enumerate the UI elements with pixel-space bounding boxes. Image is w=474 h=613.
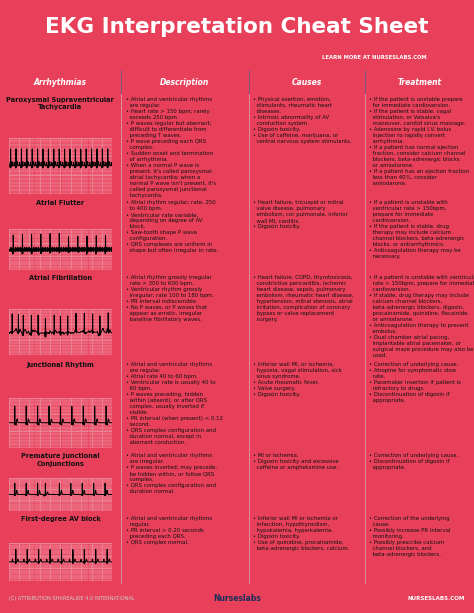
Text: Treatment: Treatment (397, 78, 442, 86)
Text: • Inferior wall MI, or ischemia,
  hypoxia, vagal stimulation, sick
  sinus synd: • Inferior wall MI, or ischemia, hypoxia… (254, 362, 342, 397)
Text: • Atrial and ventricular rhythms
  are regular.
• Atrial rate 40 to 60 bpm.
• Ve: • Atrial and ventricular rhythms are reg… (126, 362, 223, 444)
Text: • Atrial and ventricular rhythms
  are irregular.
• P waves inverted; may preced: • Atrial and ventricular rhythms are irr… (126, 453, 217, 494)
Text: Atrial Flutter: Atrial Flutter (36, 200, 84, 207)
Text: NURSESLABS.COM: NURSESLABS.COM (407, 596, 465, 601)
Text: Junctional Rhythm: Junctional Rhythm (27, 362, 94, 368)
Text: Atrial Fibrillation: Atrial Fibrillation (29, 275, 92, 281)
Text: Paroxysmal Supraventricular
Tachycardia: Paroxysmal Supraventricular Tachycardia (7, 97, 114, 110)
Text: • If the patient is unstable prepare
  for immediate cardioversion.
• If the pat: • If the patient is unstable prepare for… (369, 97, 469, 186)
Text: • Heart failure, tricuspid or mitral
  valve disease, pulmonary
  embolism, cor : • Heart failure, tricuspid or mitral val… (254, 200, 348, 229)
Text: (C) ATTRIBUTION-SHAREALIKE 4.0 INTERNATIONAL: (C) ATTRIBUTION-SHAREALIKE 4.0 INTERNATI… (9, 596, 135, 601)
Text: • Physical exertion, emotion,
  stimulants, rheumatic heart
  diseases.
• Intrin: • Physical exertion, emotion, stimulants… (254, 97, 352, 144)
Text: • Atrial rhythm regular; rate, 250
  to 400 bpm.
• Ventricular rate variable,
  : • Atrial rhythm regular; rate, 250 to 40… (126, 200, 218, 253)
Text: LEARN MORE AT NURSESLABS.COM: LEARN MORE AT NURSESLABS.COM (322, 55, 427, 60)
Text: Causes: Causes (292, 78, 322, 86)
Text: First-degree AV block: First-degree AV block (20, 516, 100, 522)
Text: • Correction of the underlying
  cause.
• Possibly increase PR interval
  monito: • Correction of the underlying cause. • … (369, 516, 451, 557)
Text: • Correction of underlying cause.
• Atropine for symptomatic slow
  rate.
• Pace: • Correction of underlying cause. • Atro… (369, 362, 461, 403)
Text: Description: Description (160, 78, 210, 86)
Text: Nurseslabs: Nurseslabs (213, 594, 261, 603)
Text: EKG Interpretation Cheat Sheet: EKG Interpretation Cheat Sheet (45, 17, 429, 37)
Text: • MI or ischemia.
• Digoxin toxicity and excessive
  caffeine or amphetamine use: • MI or ischemia. • Digoxin toxicity and… (254, 453, 339, 470)
Text: • Atrial and ventricular rhythms
  regular.
• PR interval > 0.20 seconds
  prece: • Atrial and ventricular rhythms regular… (126, 516, 212, 545)
Text: • Atrial and ventricular rhythms
  are regular.
• Heart rate > 150 bpm; rarely
 : • Atrial and ventricular rhythms are reg… (126, 97, 216, 198)
Text: • Heart failure, COPD, thyrotoxicosis,
  constrictive pericarditis, ischemic
  h: • Heart failure, COPD, thyrotoxicosis, c… (254, 275, 354, 322)
Text: • Atrial rhythm grossly irregular
  rate > 300 to 600 bpm.
• Ventricular rhythm : • Atrial rhythm grossly irregular rate >… (126, 275, 214, 322)
Text: • If a patient is unstable with
  ventricular rate > 150bpm,
  prepare for immed: • If a patient is unstable with ventricu… (369, 200, 465, 259)
Text: Arrhythmias: Arrhythmias (34, 78, 87, 86)
Text: • If a patient is unstable with ventricular
  rate > 150bpm, prepare for immedia: • If a patient is unstable with ventricu… (369, 275, 474, 358)
Text: • Inferior wall MI or ischemia or
  infarction, hypothyroidism,
  hypokalemia, h: • Inferior wall MI or ischemia or infarc… (254, 516, 350, 551)
Text: Premature Junctional
Conjunctions: Premature Junctional Conjunctions (21, 453, 100, 466)
Text: • Correction of underlying cause.
• Discontinuation of digoxin if
  appropriate.: • Correction of underlying cause. • Disc… (369, 453, 458, 470)
